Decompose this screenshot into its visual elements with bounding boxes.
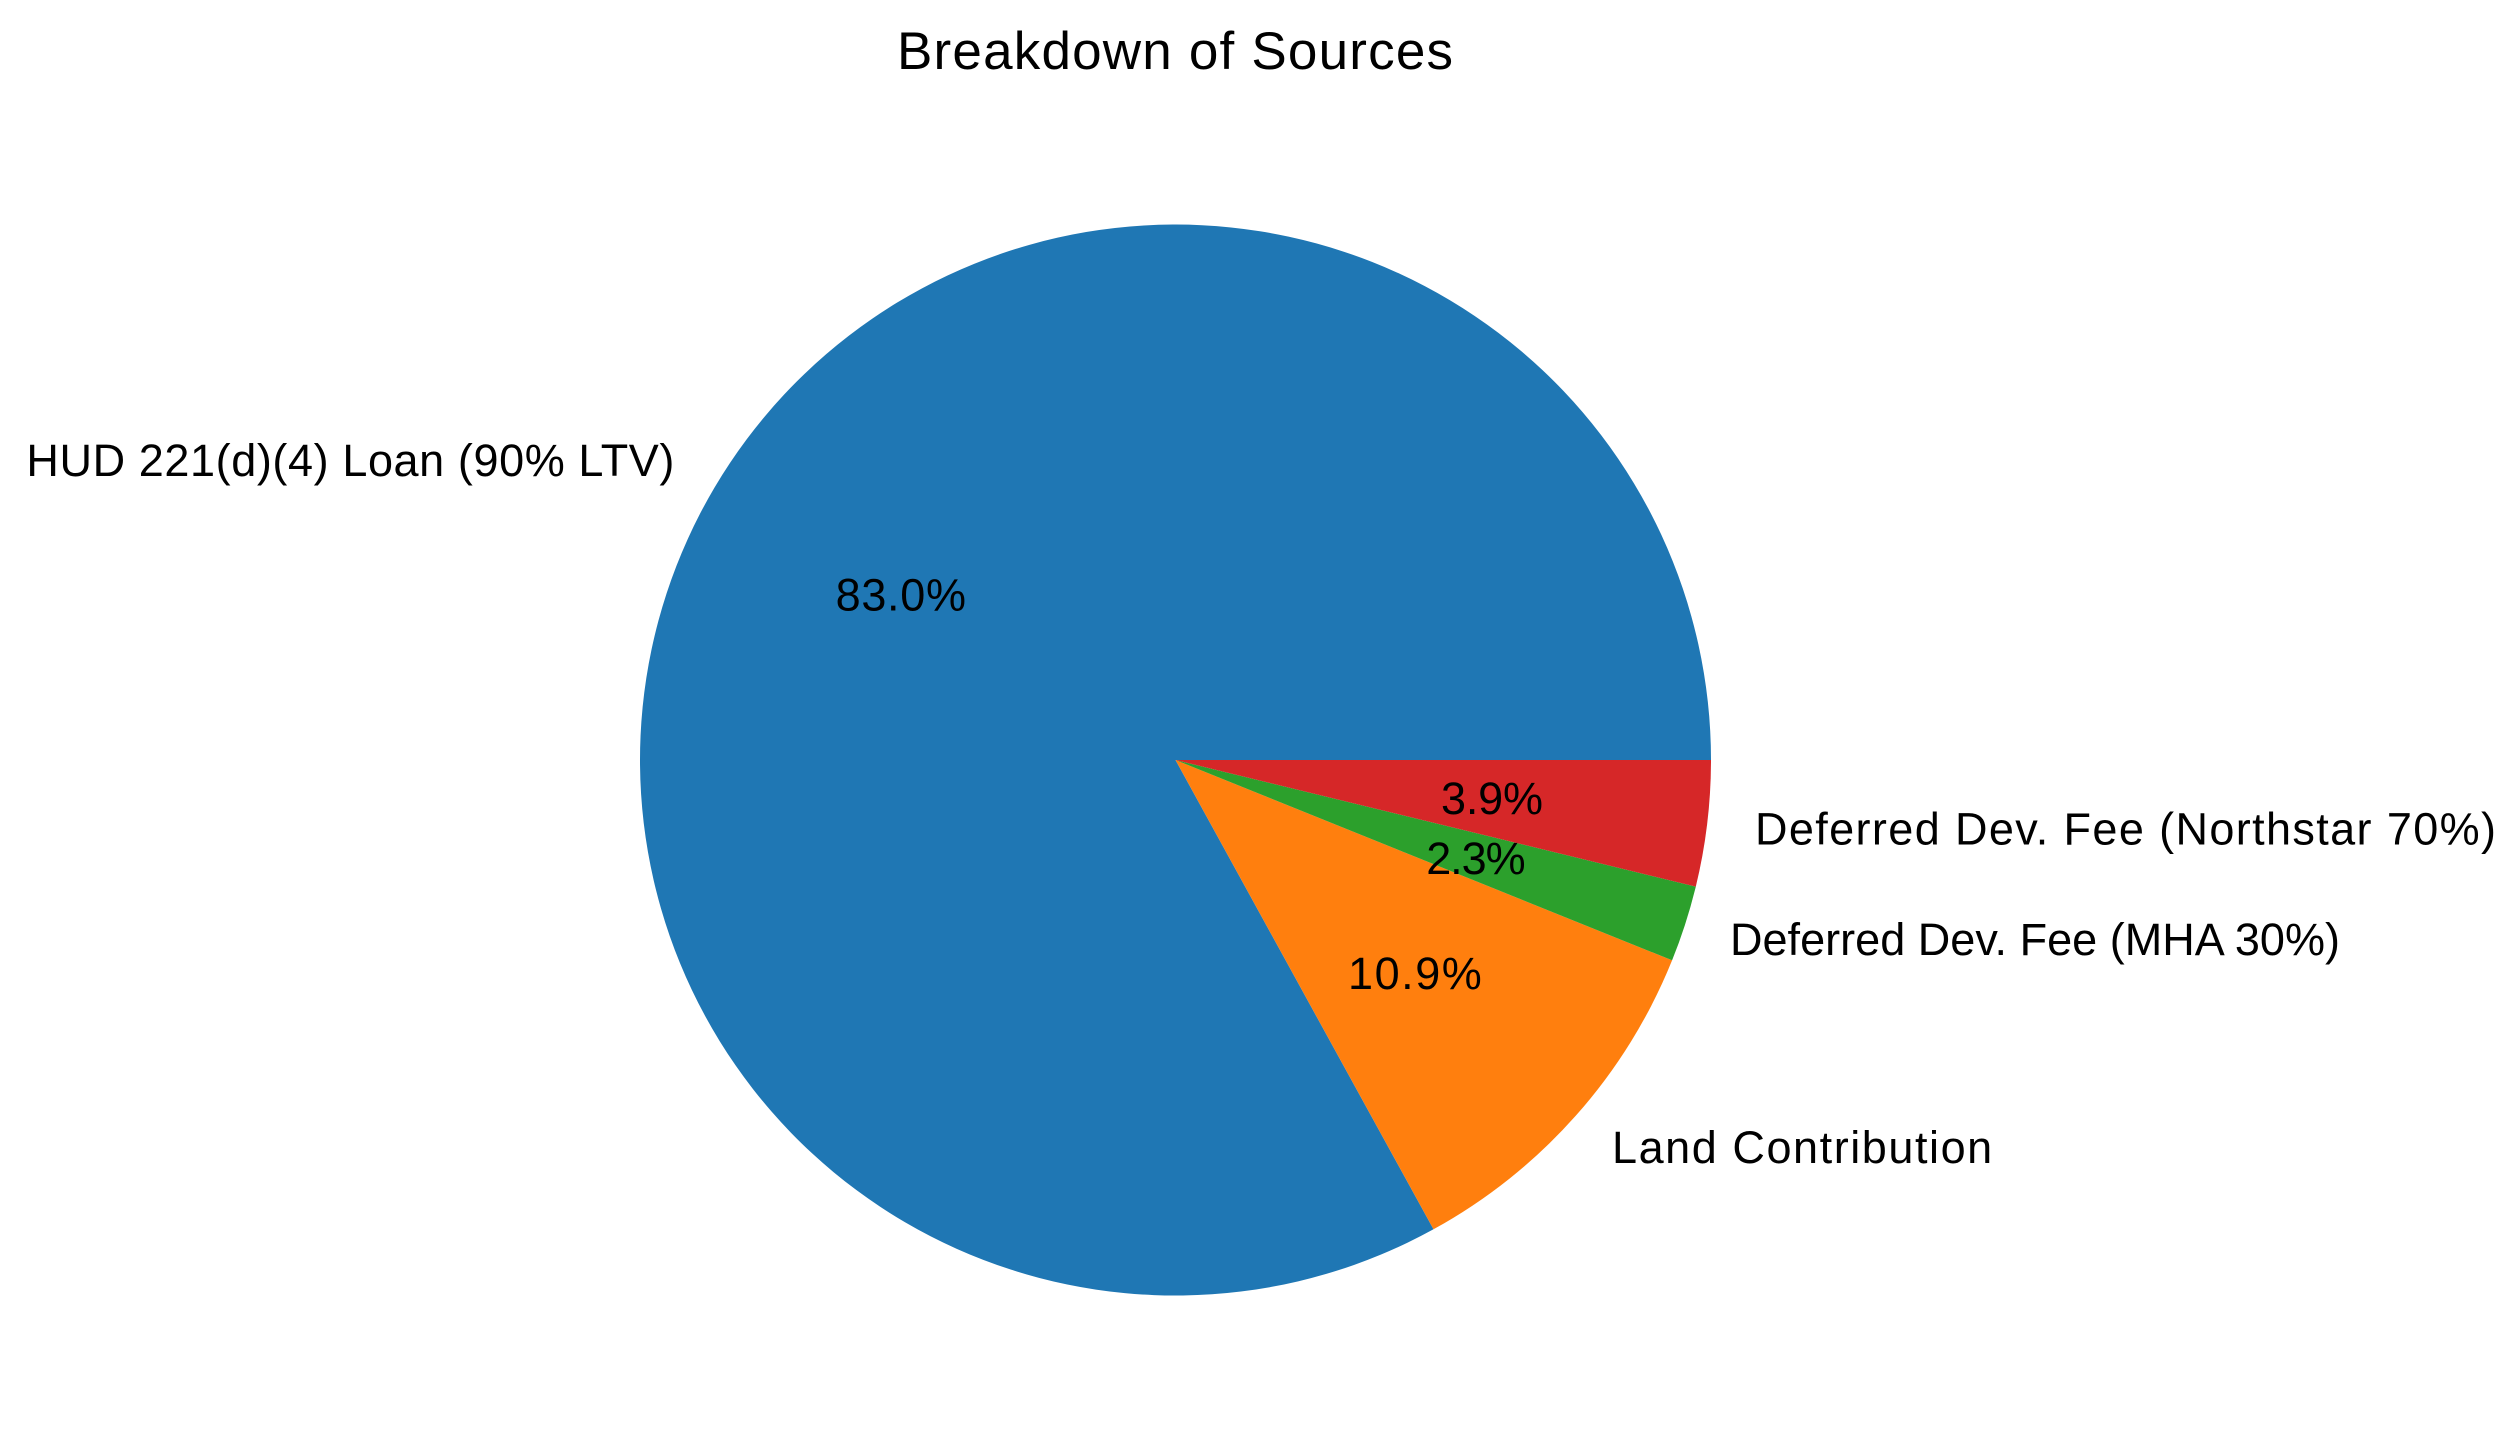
svg-text:3.9%: 3.9% (1441, 773, 1543, 824)
svg-text:Deferred Dev. Fee (MHA 30%): Deferred Dev. Fee (MHA 30%) (1730, 914, 2340, 965)
svg-text:10.9%: 10.9% (1348, 948, 1482, 999)
svg-text:83.0%: 83.0% (836, 570, 966, 621)
svg-text:Breakdown of Sources: Breakdown of Sources (897, 22, 1453, 81)
svg-text:HUD 221(d)(4) Loan (90% LTV): HUD 221(d)(4) Loan (90% LTV) (26, 435, 674, 486)
svg-text:Land Contribution: Land Contribution (1612, 1122, 1992, 1173)
svg-text:Deferred Dev. Fee (Northstar 7: Deferred Dev. Fee (Northstar 70%) (1755, 803, 2496, 854)
svg-text:2.3%: 2.3% (1426, 833, 1525, 884)
